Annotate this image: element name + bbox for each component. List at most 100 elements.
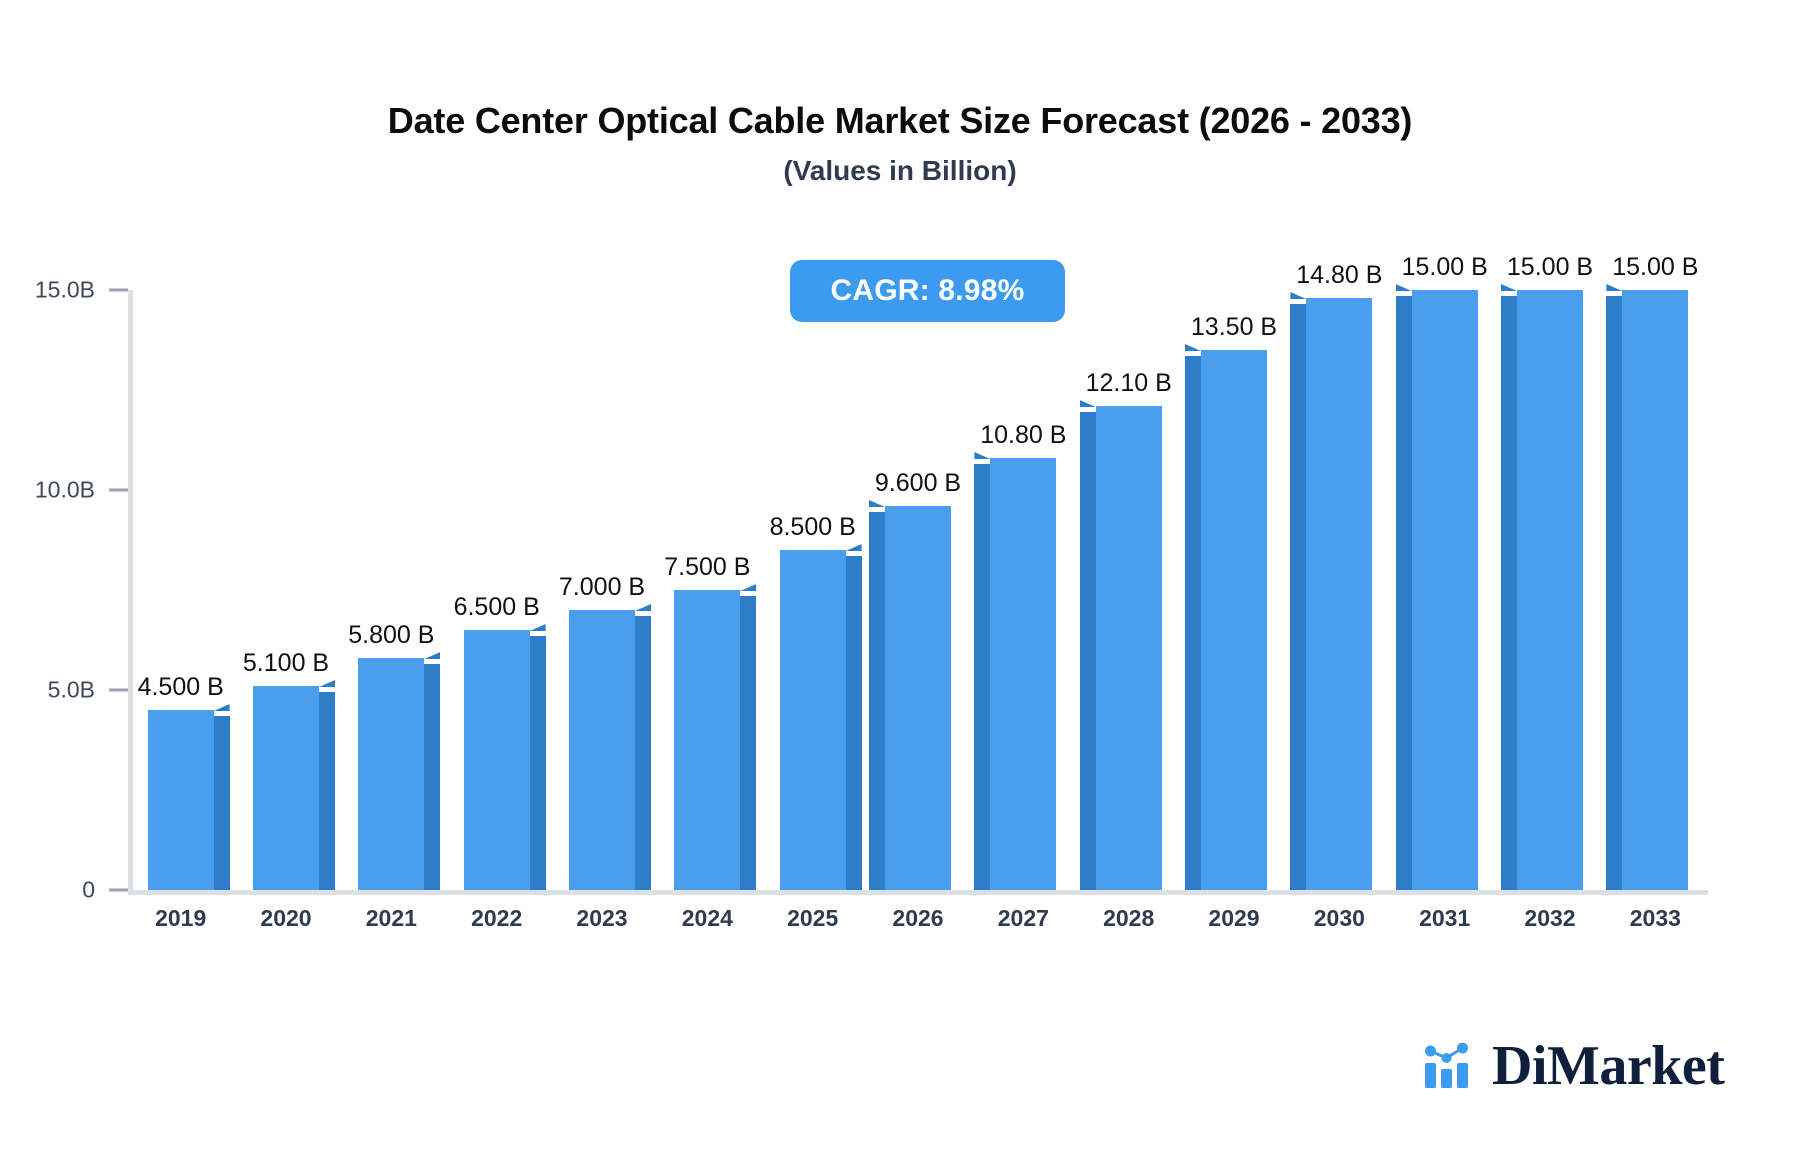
x-tick-label: 2024 — [681, 905, 733, 931]
bar[interactable]: 6.500 B — [454, 593, 546, 890]
bar-front-face — [1095, 406, 1162, 890]
bar-front-face — [1306, 298, 1373, 890]
bar-value-label: 10.80 B — [980, 421, 1067, 449]
y-axis-line — [128, 290, 133, 890]
bar[interactable]: 5.100 B — [243, 649, 335, 890]
cagr-badge-label: CAGR: 8.98% — [830, 274, 1025, 307]
logo-text: DiMarket — [1492, 1035, 1725, 1097]
bar-top-face — [740, 584, 757, 591]
y-tick: 10.0B — [35, 477, 128, 504]
bar-side-face — [1395, 296, 1412, 890]
bar[interactable]: 7.000 B — [559, 573, 651, 890]
x-tick-label: 2025 — [787, 905, 839, 931]
bar-top-face — [1606, 284, 1623, 291]
y-tick-dash — [109, 288, 128, 292]
bar[interactable]: 4.500 B — [138, 673, 230, 890]
y-tick: 15.0B — [35, 277, 128, 304]
bar[interactable]: 14.80 B — [1290, 261, 1382, 890]
bar-side-face — [424, 664, 441, 890]
bar-side-face — [974, 464, 991, 890]
y-tick-label: 10.0B — [34, 476, 95, 503]
bar-front-face — [463, 630, 530, 890]
title-block: Date Center Optical Cable Market Size Fo… — [0, 100, 1800, 187]
cagr-badge: CAGR: 8.98% — [790, 260, 1065, 322]
x-tick-label: 2029 — [1208, 905, 1260, 931]
bar-series: 4.500 B 5.100 B 5.800 B 6.500 B 7.000 B 7.500… — [128, 253, 1708, 890]
bar[interactable]: 10.80 B — [974, 421, 1066, 890]
bar-top-face — [1185, 344, 1201, 351]
bar-top-face — [974, 452, 991, 459]
bar[interactable]: 7.500 B — [664, 553, 757, 890]
bar-value-label: 5.800 B — [348, 621, 435, 649]
x-tick-label: 2028 — [1103, 905, 1155, 931]
bar-top-face — [529, 624, 546, 631]
bar-value-label: 6.500 B — [453, 593, 540, 621]
bar-line-chart-icon — [1425, 1043, 1468, 1088]
bar-top-face — [635, 604, 651, 611]
y-tick: 0 — [82, 877, 128, 904]
bar-top-face — [845, 544, 862, 551]
y-tick-dash — [109, 488, 128, 492]
bar-front-face — [674, 590, 741, 890]
bar-top-face — [869, 500, 885, 507]
bar-side-face — [1290, 304, 1307, 890]
bar-side-face — [869, 512, 885, 890]
bar-side-face — [319, 692, 335, 890]
bar-value-label: 7.000 B — [558, 573, 646, 601]
y-tick-dash — [109, 888, 128, 892]
bar-front-face — [1411, 290, 1478, 890]
x-axis-line — [128, 890, 1708, 895]
bar[interactable]: 15.00 B — [1606, 253, 1698, 890]
bar-value-label: 15.00 B — [1401, 253, 1488, 281]
x-tick-label: 2027 — [997, 905, 1049, 931]
bar-side-face — [1606, 296, 1623, 890]
x-tick-label: 2023 — [576, 905, 628, 931]
x-tick-label: 2030 — [1313, 905, 1365, 931]
y-tick-label: 0 — [82, 876, 95, 903]
dimarket-logo: DiMarket — [1424, 1035, 1725, 1097]
bar-front-face — [147, 710, 214, 890]
chart-subtitle: (Values in Billion) — [783, 155, 1017, 187]
bar-top-face — [1290, 292, 1307, 299]
x-tick-label: 2031 — [1419, 905, 1471, 931]
plot-area: 0 5.0B 10.0B 15.0B 4.500 B 5.100 B 5.800 B 6.5… — [35, 253, 1708, 931]
x-tick-label: 2019 — [155, 905, 207, 931]
x-tick-label: 2032 — [1524, 905, 1576, 931]
bar-front-face — [779, 550, 846, 890]
bar-value-label: 9.600 B — [874, 469, 962, 497]
bar-side-face — [1079, 412, 1096, 890]
bar-top-face — [213, 704, 230, 711]
bar-side-face — [740, 596, 757, 890]
bar-side-face — [635, 616, 651, 890]
bar-side-face — [213, 716, 230, 890]
bar-front-face — [990, 458, 1057, 890]
x-tick-label: 2033 — [1629, 905, 1681, 931]
bar-front-face — [253, 686, 319, 890]
bar[interactable]: 15.00 B — [1501, 253, 1593, 890]
bar[interactable]: 13.50 B — [1185, 313, 1277, 890]
bar-top-face — [1501, 284, 1517, 291]
bar-value-label: 7.500 B — [664, 553, 751, 581]
x-tick-label: 2022 — [471, 905, 523, 931]
bar-front-face — [1622, 290, 1689, 890]
bar-side-face — [845, 556, 862, 890]
y-tick-label: 5.0B — [47, 676, 95, 703]
bar[interactable]: 5.800 B — [348, 621, 441, 890]
y-tick: 5.0B — [48, 677, 128, 704]
page-title: Date Center Optical Cable Market Size Fo… — [387, 100, 1413, 141]
bar-value-label: 5.100 B — [242, 649, 330, 677]
bar-side-face — [1501, 296, 1517, 890]
y-tick-dash — [109, 688, 128, 692]
bar-front-face — [1201, 350, 1267, 890]
bar-front-face — [358, 658, 425, 890]
bar-front-face — [885, 506, 951, 890]
bar-value-label: 15.00 B — [1612, 253, 1699, 281]
bar-value-label: 13.50 B — [1190, 313, 1278, 341]
bar-value-label: 8.500 B — [769, 513, 856, 541]
bar[interactable]: 9.600 B — [869, 469, 961, 890]
bar-top-face — [319, 680, 335, 687]
bar[interactable]: 15.00 B — [1395, 253, 1488, 890]
bar[interactable]: 8.500 B — [770, 513, 862, 890]
bar[interactable]: 12.10 B — [1079, 369, 1172, 890]
